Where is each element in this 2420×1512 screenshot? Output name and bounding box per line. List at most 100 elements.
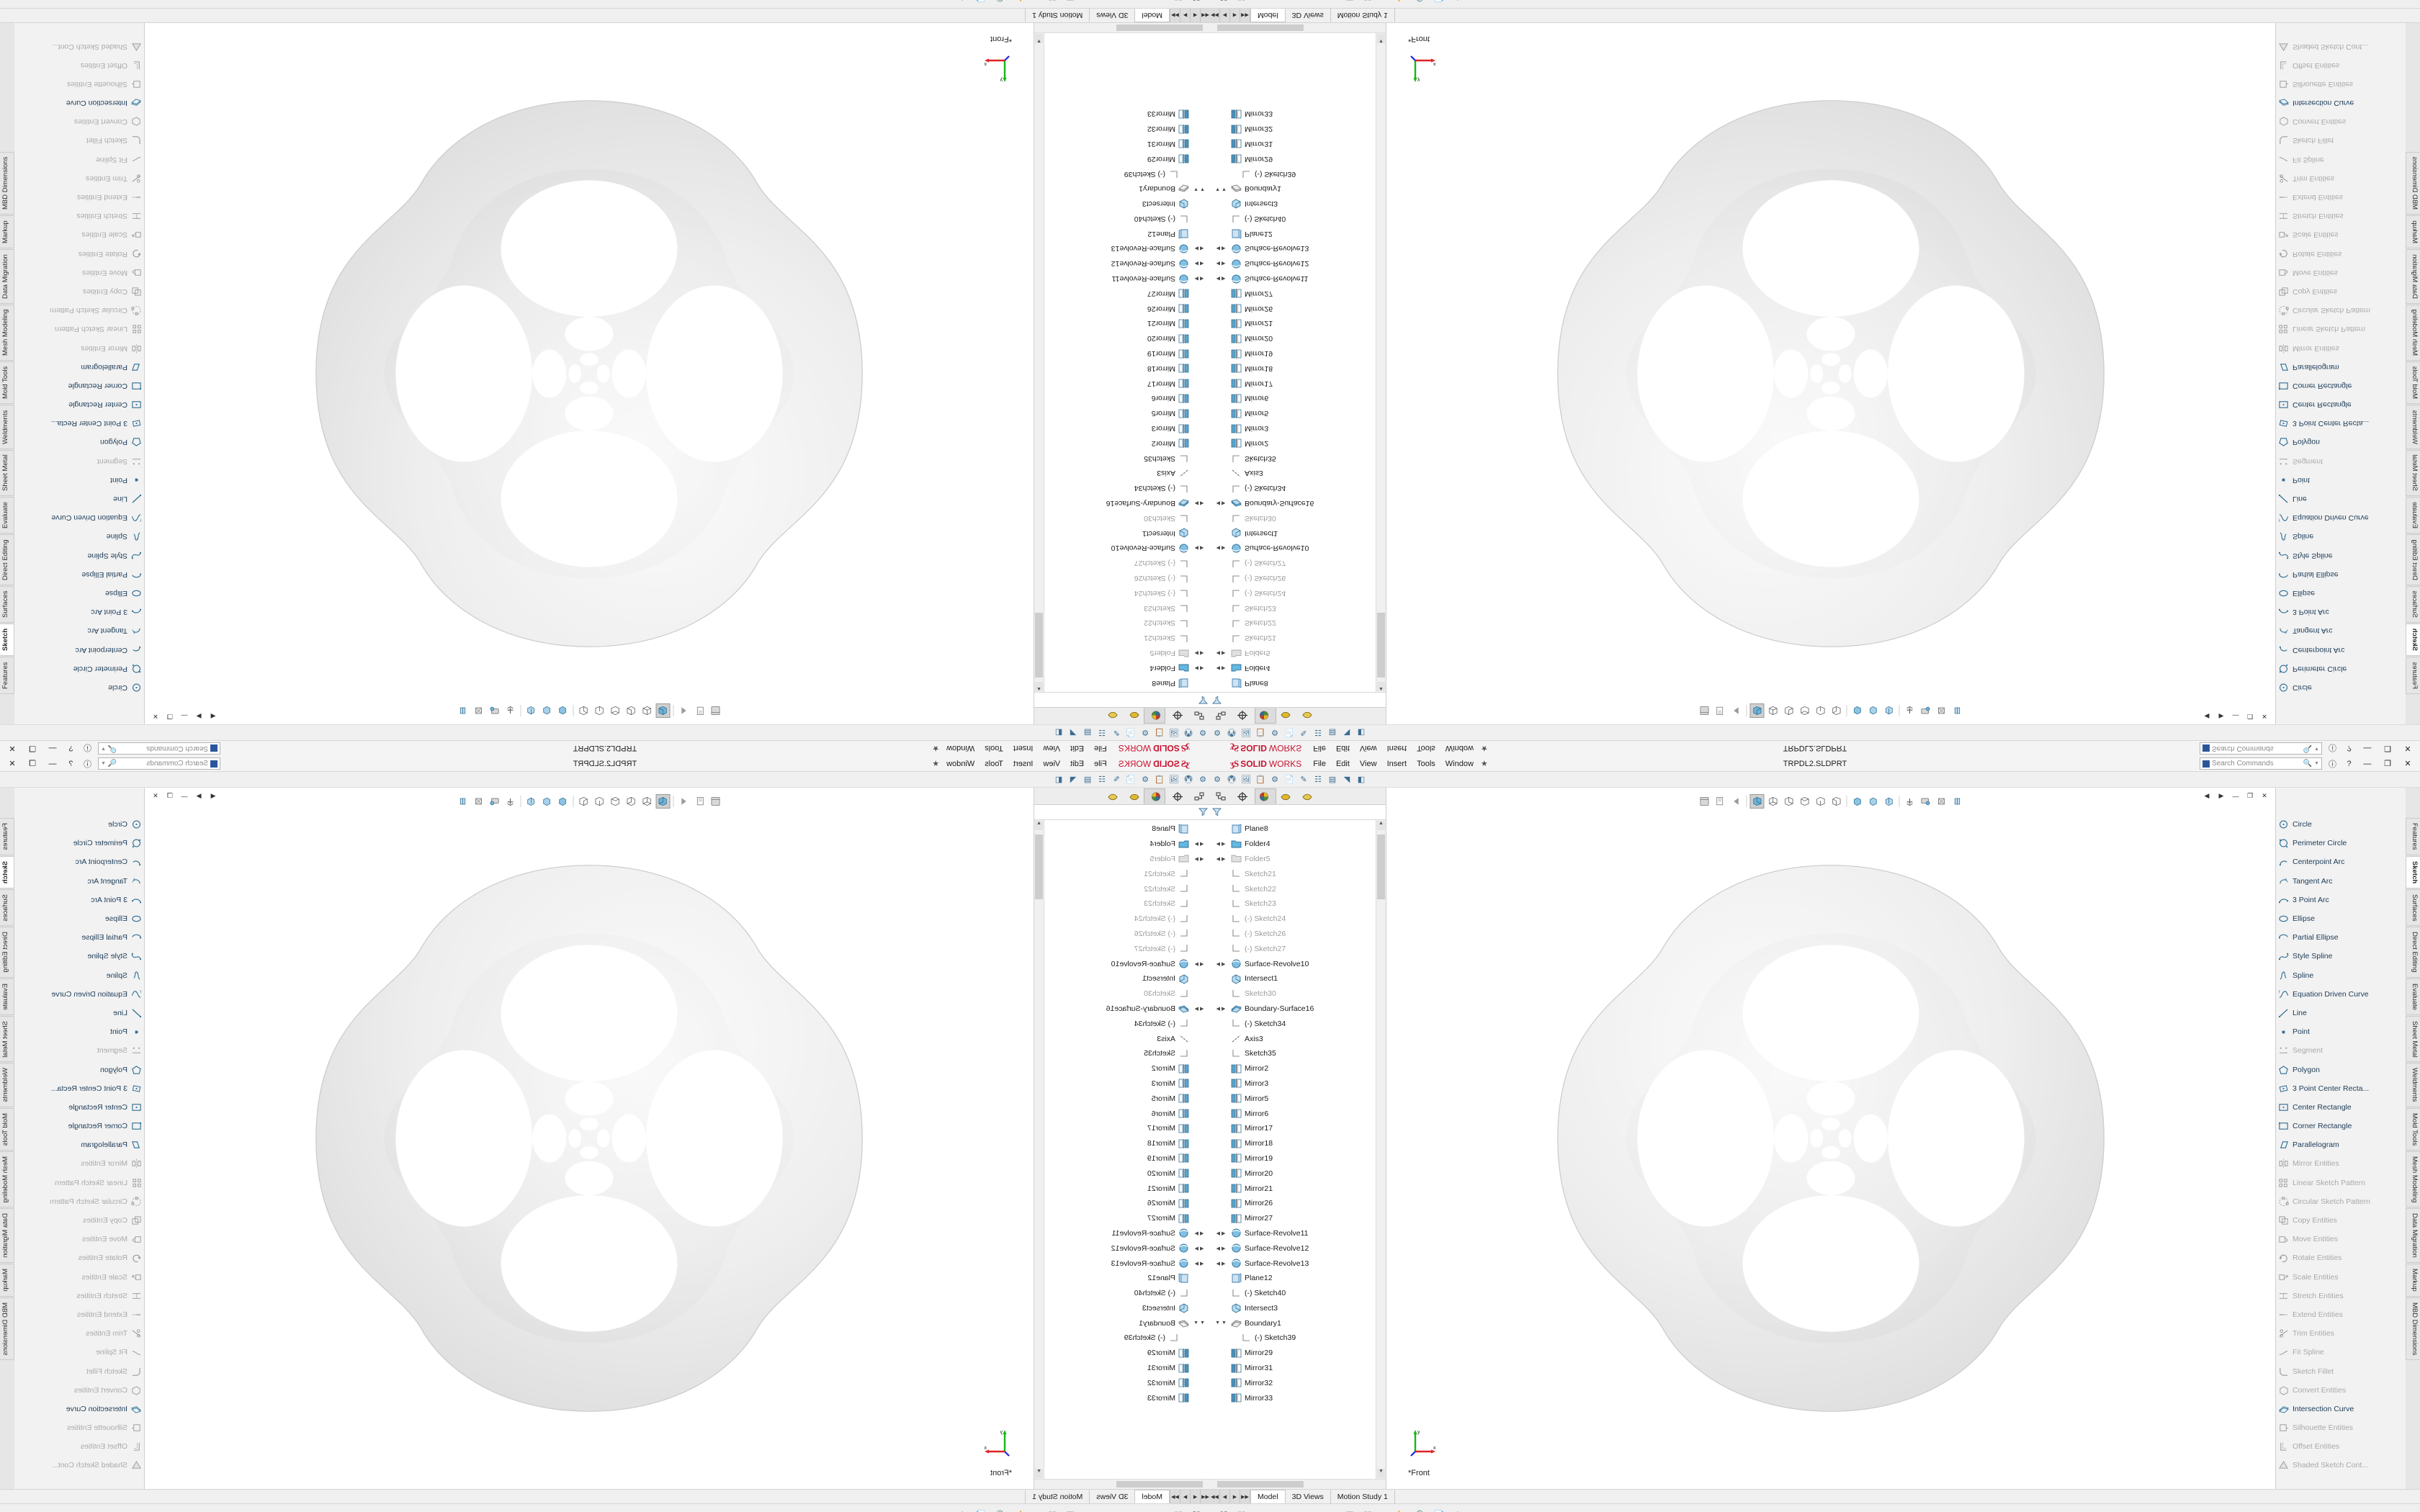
doc-prev-button[interactable]: ◀ xyxy=(210,792,216,799)
ribbon-tool-2[interactable]: 🖼 xyxy=(1241,728,1251,737)
edit-appearance-icon[interactable] xyxy=(1919,794,1933,809)
close-button[interactable]: ✕ xyxy=(9,744,16,752)
front-view-icon[interactable] xyxy=(1798,703,1812,718)
tab-model[interactable]: Model xyxy=(1134,1490,1170,1503)
tree-node[interactable]: Intersect1 xyxy=(1034,971,1210,986)
graphics-area[interactable]: ◀ ▶ — ❐ ✕ xyxy=(144,788,1034,1489)
shaded-icon[interactable] xyxy=(1866,794,1881,809)
tree-node[interactable]: Sketch23 xyxy=(1034,600,1210,616)
command-tab-evaluate[interactable]: Evaluate xyxy=(2406,978,2420,1015)
tree-node[interactable]: (-) Sketch39 xyxy=(1220,166,1386,181)
tree-node[interactable]: ◀ ▶ Surface-Revolve13 xyxy=(1210,1256,1386,1271)
doc-restore-button[interactable]: ❐ xyxy=(166,792,174,799)
command-tab-mesh-modeling[interactable]: Mesh Modeling xyxy=(0,304,14,361)
tree-node[interactable]: ◀ ▶ Boundary-Surface16 xyxy=(1034,496,1210,511)
sketch-command-list[interactable]: Circle Perimeter Circle Centerpoint Arc Tan… xyxy=(2276,788,2406,1489)
previous-view-icon[interactable] xyxy=(1729,703,1744,718)
tree-node[interactable]: Mirror18 xyxy=(1034,361,1210,376)
sketch-command-list[interactable]: Circle Perimeter Circle Centerpoint Arc Tan… xyxy=(14,23,144,724)
command-tab-features[interactable]: Features xyxy=(0,657,14,694)
tree-expander[interactable]: ◀ ▶ xyxy=(1216,1261,1226,1266)
tab-nav-buttons[interactable]: ◀◀ ◀ ▶ ▶▶ xyxy=(1210,1490,1250,1503)
tree-expander[interactable]: ◀ ▶ xyxy=(1216,856,1226,862)
tree-node[interactable]: ◀ ▶ Surface-Revolve12 xyxy=(1034,256,1210,271)
fm-tab-dimxpert-manager[interactable] xyxy=(1101,708,1122,724)
command-tab-mold-tools[interactable]: Mold Tools xyxy=(2406,361,2420,405)
sketch-command-centerpoint-arc[interactable]: Centerpoint Arc xyxy=(2276,640,2406,659)
shaded-icon[interactable] xyxy=(540,703,555,718)
hscroll-thumb[interactable] xyxy=(1116,24,1203,31)
sketch-command-list[interactable]: Circle Perimeter Circle Centerpoint Arc Tan… xyxy=(2276,23,2406,724)
bottom-tool-0[interactable]: ⛶ xyxy=(1188,1508,1204,1512)
bottom-tool-13[interactable]: ⚙ xyxy=(954,1508,970,1512)
tree-node[interactable]: Plane8 xyxy=(1210,822,1386,837)
command-tab-sheet-metal[interactable]: Sheet Metal xyxy=(0,1015,14,1063)
tree-node[interactable]: Sketch22 xyxy=(1210,616,1386,631)
tree-node[interactable]: Mirror21 xyxy=(1034,316,1210,331)
tree-node[interactable]: Mirror2 xyxy=(1210,436,1386,451)
tab-next-button[interactable]: ▶ xyxy=(1230,9,1240,22)
right-view-icon[interactable] xyxy=(577,794,591,809)
bottom-tool-11[interactable]: 🔍 xyxy=(1414,0,1430,5)
ribbon-tool-8[interactable]: ▤ xyxy=(1328,775,1337,784)
sketch-command-three-point-arc[interactable]: 3 Point Arc xyxy=(14,603,144,621)
sketch-command-tangent-arc[interactable]: Tangent Arc xyxy=(2276,621,2406,640)
feature-tree[interactable]: Plane8 ◀ ▶ Folder4 ◀ ▶ Folder5 Sketch21 Sketch22… xyxy=(1210,820,1386,1479)
model-geometry[interactable] xyxy=(1546,854,2115,1423)
bottom-tool-11[interactable]: 🔍 xyxy=(1414,1508,1430,1512)
sketch-command-style-spline[interactable]: Style Spline xyxy=(2276,546,2406,565)
feature-filter-bar[interactable] xyxy=(1034,692,1210,707)
feature-tree-hscroll[interactable] xyxy=(1210,23,1386,33)
tab-nav-buttons[interactable]: ◀◀ ◀ ▶ ▶▶ xyxy=(1210,9,1250,22)
isometric-view-icon[interactable] xyxy=(624,703,639,718)
sketch-command-line[interactable]: Line xyxy=(2276,1004,2406,1022)
ribbon-tool-1[interactable]: 🖲 xyxy=(1227,728,1237,737)
command-tab-weldments[interactable]: Weldments xyxy=(0,1063,14,1107)
tree-node[interactable]: (-) Sketch39 xyxy=(1034,166,1200,181)
ribbon-tool-10[interactable]: ◧ xyxy=(1357,775,1366,784)
bottom-tool-7[interactable]: ☴ xyxy=(1062,0,1078,5)
tree-node[interactable]: Mirror3 xyxy=(1210,421,1386,436)
sketch-command-equation-driven-curve[interactable]: f Equation Driven Curve xyxy=(14,985,144,1004)
tree-node[interactable]: ◀ ▶ Surface-Revolve12 xyxy=(1210,1241,1386,1256)
hscroll-thumb[interactable] xyxy=(1116,1481,1203,1488)
fm-tab-property-manager[interactable] xyxy=(1165,708,1187,724)
display-style-icon[interactable] xyxy=(556,703,570,718)
tree-node[interactable]: (-) Sketch39 xyxy=(1034,1331,1200,1346)
tree-node[interactable]: ◀ ▶ Surface-Revolve10 xyxy=(1034,956,1210,971)
account-icon[interactable]: ⓘ xyxy=(84,760,91,769)
pin-icon[interactable]: ★ xyxy=(1480,744,1488,752)
menu-tools[interactable]: Tools xyxy=(985,744,1003,753)
sketch-command-line[interactable]: Line xyxy=(14,490,144,508)
sketch-command-spline[interactable]: Spline xyxy=(2276,527,2406,546)
tree-node[interactable]: Mirror5 xyxy=(1210,1091,1386,1106)
bottom-tool-13[interactable]: ⚙ xyxy=(1450,0,1466,5)
menu-edit[interactable]: Edit xyxy=(1070,744,1085,753)
help-icon[interactable]: ? xyxy=(2347,759,2352,768)
tab-last-button[interactable]: ▶▶ xyxy=(1170,1490,1180,1503)
tree-node[interactable]: Mirror21 xyxy=(1210,316,1386,331)
sketch-command-three-point-center-rect[interactable]: 3 Point Center Recta... xyxy=(14,414,144,433)
command-tab-weldments[interactable]: Weldments xyxy=(2406,405,2420,449)
tree-node[interactable]: ◀ ▶ Surface-Revolve11 xyxy=(1034,1226,1210,1241)
tree-node[interactable]: Mirror6 xyxy=(1210,391,1386,406)
tree-node[interactable]: ◀ ▶ Surface-Revolve13 xyxy=(1034,1256,1210,1271)
bottom-tool-2[interactable]: ▤ xyxy=(1252,1508,1268,1512)
tree-expander[interactable]: ◀ ▶ xyxy=(1194,650,1204,656)
ribbon-tool-10[interactable]: ◧ xyxy=(1357,728,1366,737)
doc-prev-button[interactable]: ◀ xyxy=(2204,792,2210,799)
tree-expander[interactable]: ◀ ▶ xyxy=(1194,1261,1204,1266)
ribbon-tool-6[interactable]: ✎ xyxy=(1113,728,1120,737)
tree-node[interactable]: ◀ ▶ Surface-Revolve10 xyxy=(1210,541,1386,556)
bottom-tool-5[interactable]: ◤ xyxy=(1098,1508,1114,1512)
command-tab-mesh-modeling[interactable]: Mesh Modeling xyxy=(0,1151,14,1208)
feature-filter-bar[interactable] xyxy=(1034,805,1210,820)
graphics-area[interactable]: ◀ ▶ — ❐ ✕ xyxy=(144,23,1034,724)
feature-manager-tab-row[interactable] xyxy=(1034,707,1210,724)
help-icon[interactable]: ? xyxy=(68,744,73,753)
tree-expander[interactable]: ◀ ▶ xyxy=(1194,1006,1204,1012)
tree-node[interactable]: Sketch21 xyxy=(1034,866,1210,881)
display-style-icon[interactable] xyxy=(1850,794,1865,809)
command-tab-mbd-dimensions[interactable]: MBD Dimensions xyxy=(0,151,14,215)
command-tab-evaluate[interactable]: Evaluate xyxy=(2406,497,2420,534)
